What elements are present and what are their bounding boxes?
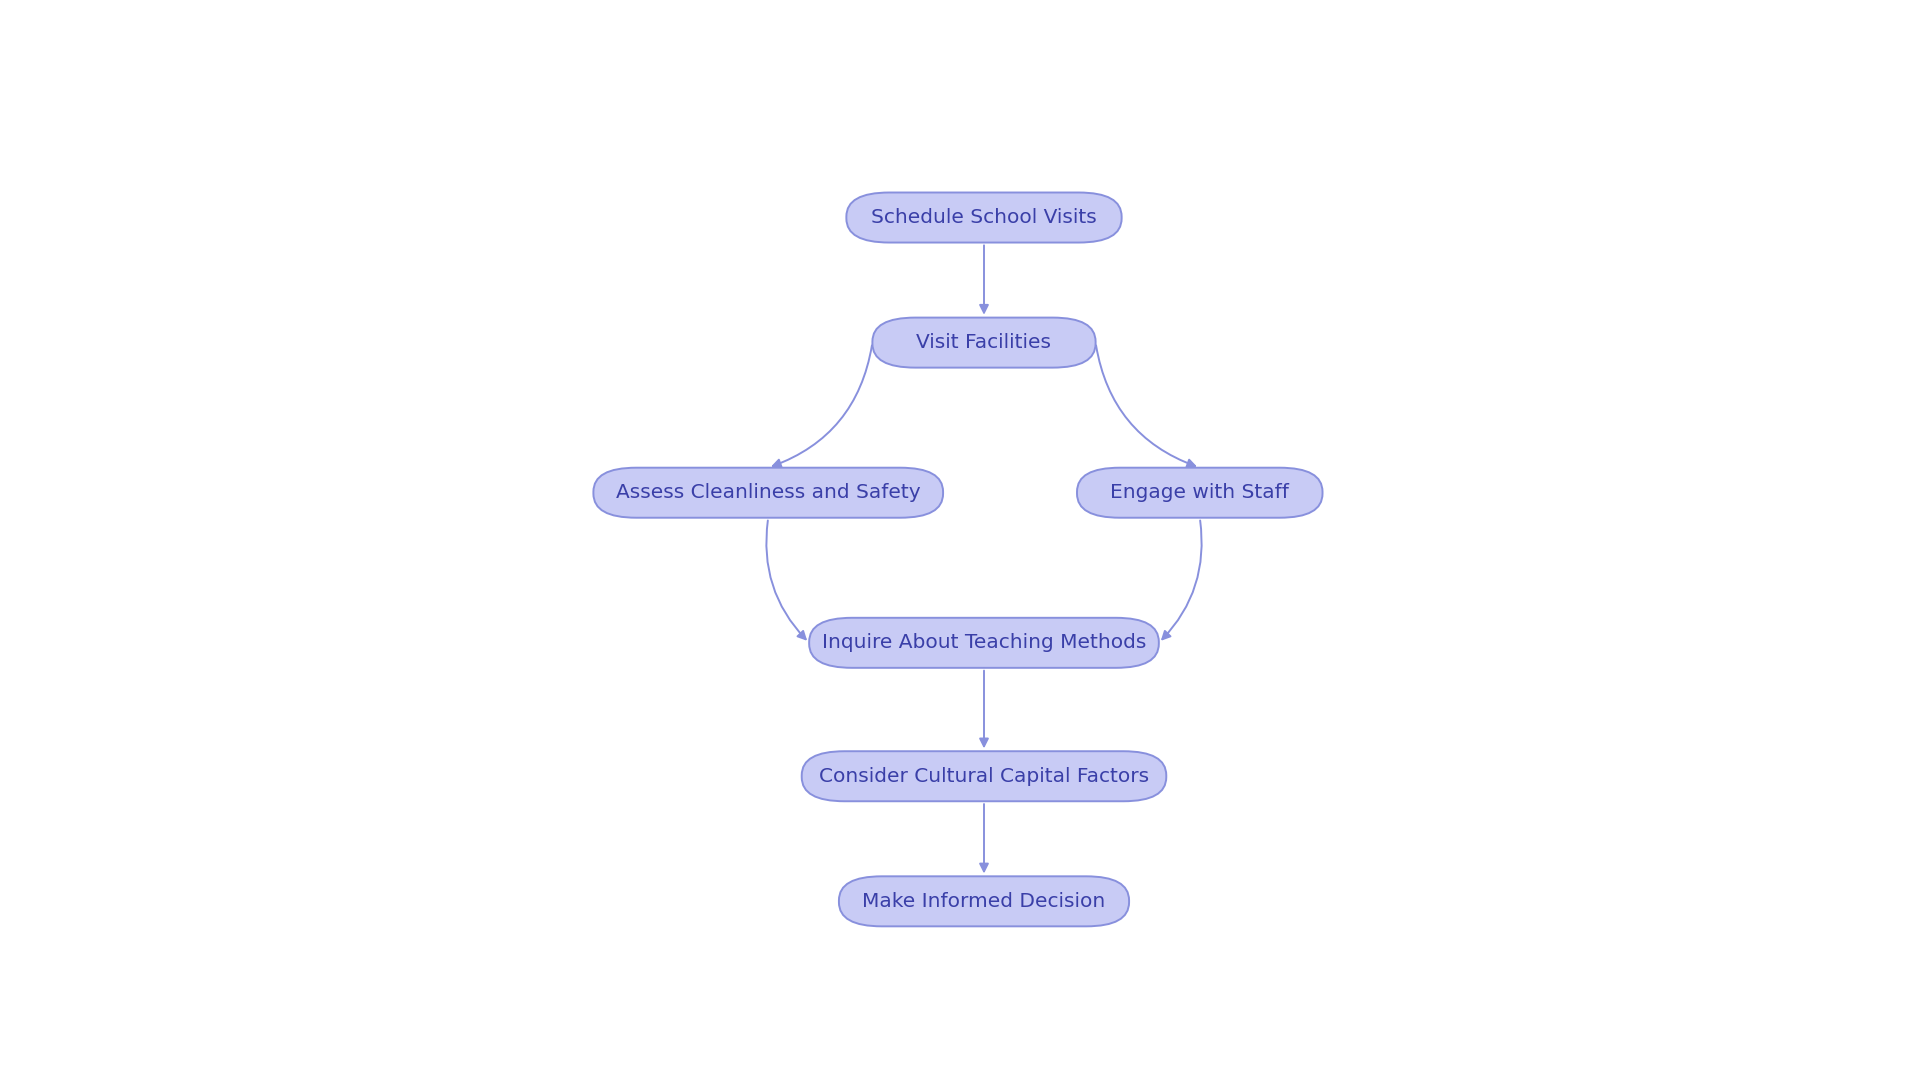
FancyBboxPatch shape [803, 752, 1165, 801]
Text: Inquire About Teaching Methods: Inquire About Teaching Methods [822, 634, 1146, 652]
FancyBboxPatch shape [593, 468, 943, 518]
Text: Consider Cultural Capital Factors: Consider Cultural Capital Factors [820, 767, 1148, 786]
Text: Assess Cleanliness and Safety: Assess Cleanliness and Safety [616, 483, 920, 503]
Text: Engage with Staff: Engage with Staff [1110, 483, 1288, 503]
FancyBboxPatch shape [1077, 468, 1323, 518]
Text: Visit Facilities: Visit Facilities [916, 334, 1052, 352]
FancyBboxPatch shape [847, 193, 1121, 243]
FancyBboxPatch shape [808, 617, 1160, 668]
Text: Make Informed Decision: Make Informed Decision [862, 891, 1106, 911]
Text: Schedule School Visits: Schedule School Visits [872, 208, 1096, 227]
FancyBboxPatch shape [839, 876, 1129, 926]
FancyBboxPatch shape [872, 317, 1096, 367]
